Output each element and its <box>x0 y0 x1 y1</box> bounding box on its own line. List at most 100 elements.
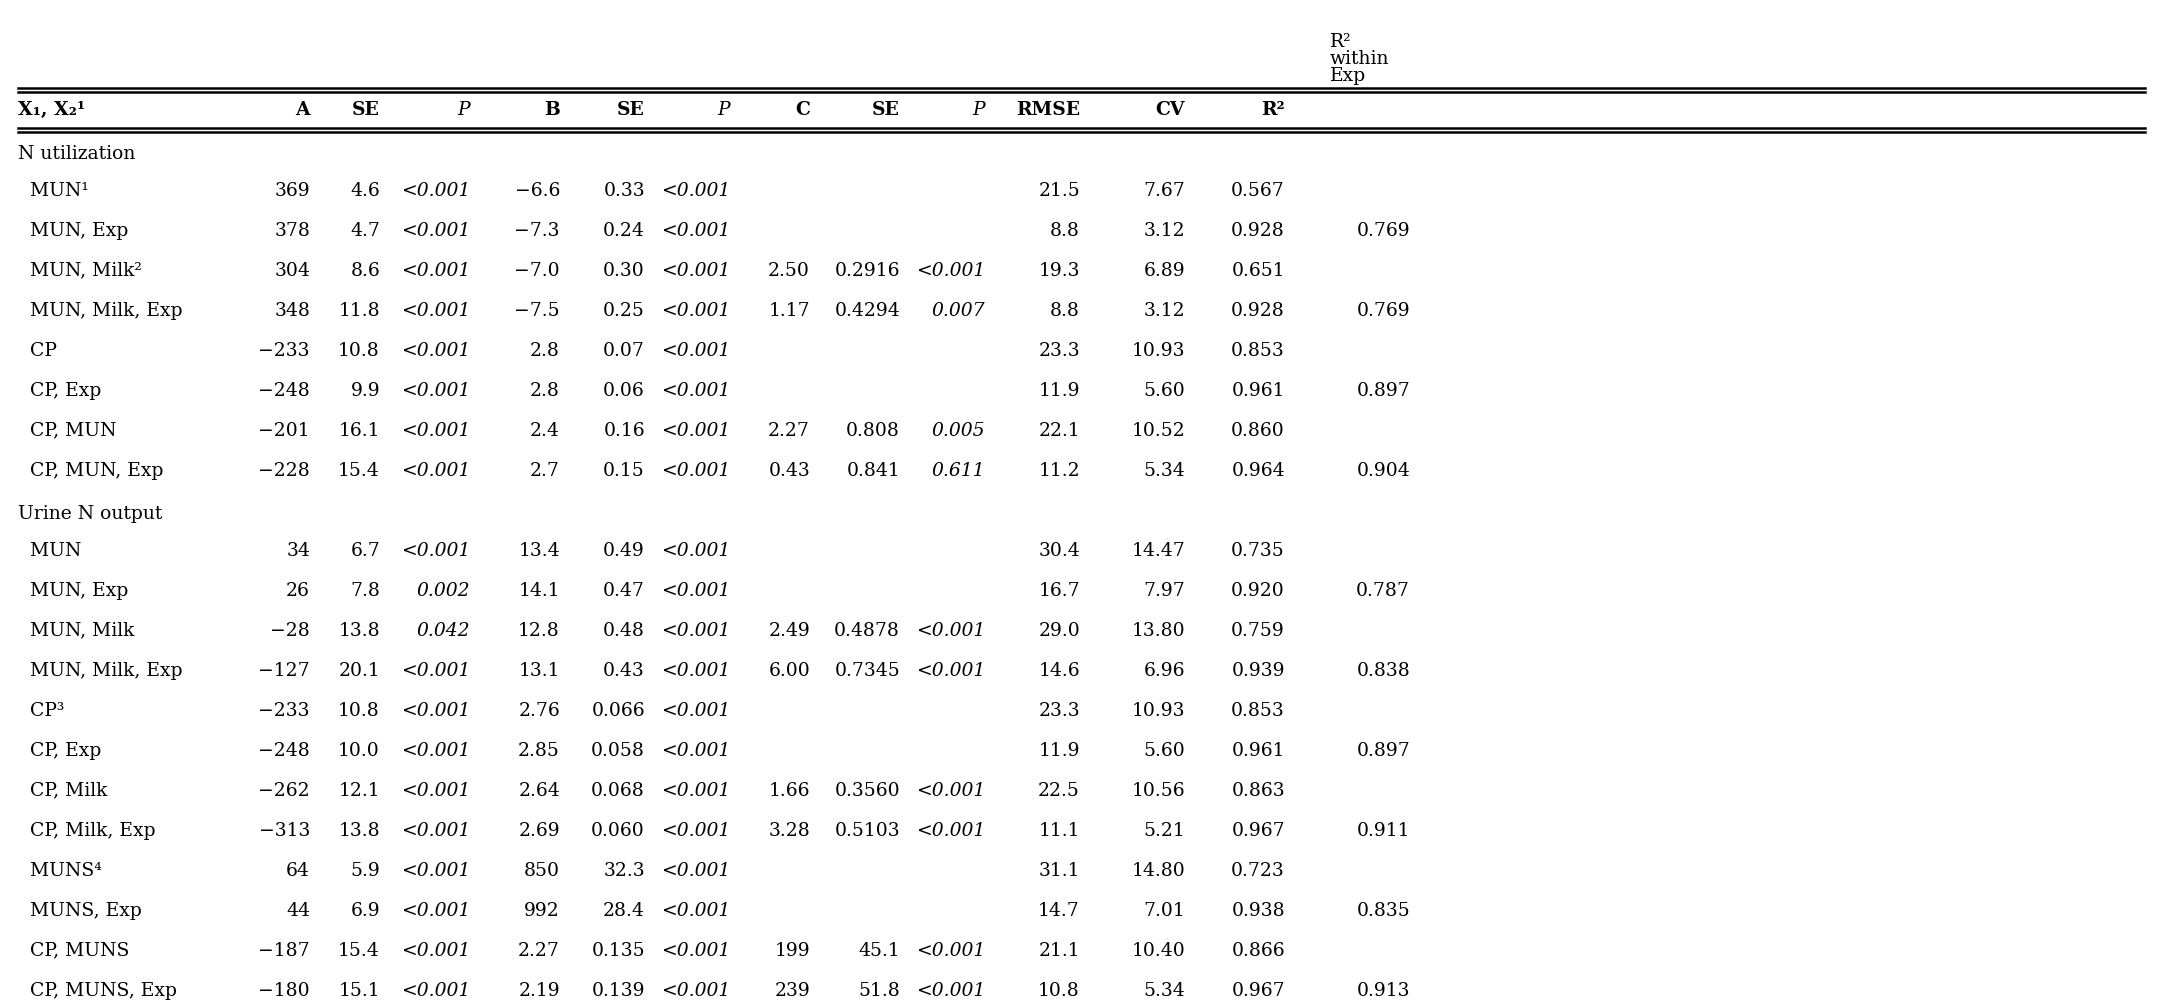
Text: −262: −262 <box>259 781 311 800</box>
Text: 0.787: 0.787 <box>1356 582 1410 600</box>
Text: 7.97: 7.97 <box>1144 582 1185 600</box>
Text: 34: 34 <box>287 542 311 560</box>
Text: P: P <box>972 101 985 119</box>
Text: 4.6: 4.6 <box>350 182 380 199</box>
Text: −228: −228 <box>259 462 311 479</box>
Text: <0.001: <0.001 <box>402 382 471 400</box>
Text: 0.43: 0.43 <box>769 462 810 479</box>
Text: MUN, Milk, Exp: MUN, Milk, Exp <box>17 302 184 320</box>
Text: <0.001: <0.001 <box>915 662 985 680</box>
Text: 0.567: 0.567 <box>1231 182 1285 199</box>
Text: 10.8: 10.8 <box>339 341 380 359</box>
Text: 44: 44 <box>285 902 311 919</box>
Text: <0.001: <0.001 <box>402 982 471 1000</box>
Text: C: C <box>795 101 810 119</box>
Text: −28: −28 <box>270 621 311 639</box>
Text: <0.001: <0.001 <box>661 621 730 639</box>
Text: 5.34: 5.34 <box>1144 462 1185 479</box>
Text: 15.1: 15.1 <box>339 982 380 1000</box>
Text: 0.611: 0.611 <box>931 462 985 479</box>
Text: CP, Milk: CP, Milk <box>17 781 108 800</box>
Text: CP³: CP³ <box>17 702 65 720</box>
Text: 0.735: 0.735 <box>1231 542 1285 560</box>
Text: 29.0: 29.0 <box>1038 621 1080 639</box>
Text: <0.001: <0.001 <box>661 462 730 479</box>
Text: <0.001: <0.001 <box>915 262 985 280</box>
Text: 2.76: 2.76 <box>518 702 559 720</box>
Text: 7.67: 7.67 <box>1144 182 1185 199</box>
Text: 14.47: 14.47 <box>1131 542 1185 560</box>
Text: 21.5: 21.5 <box>1038 182 1080 199</box>
Text: 0.2916: 0.2916 <box>836 262 900 280</box>
Text: 0.139: 0.139 <box>592 982 646 1000</box>
Text: 199: 199 <box>775 942 810 960</box>
Text: MUNS, Exp: MUNS, Exp <box>17 902 142 919</box>
Text: 45.1: 45.1 <box>859 942 900 960</box>
Text: 0.042: 0.042 <box>417 621 471 639</box>
Text: 8.6: 8.6 <box>350 262 380 280</box>
Text: 0.769: 0.769 <box>1356 302 1410 320</box>
Text: 31.1: 31.1 <box>1038 862 1080 880</box>
Text: 64: 64 <box>287 862 311 880</box>
Text: 4.7: 4.7 <box>350 222 380 240</box>
Text: CP, MUNS: CP, MUNS <box>17 942 130 960</box>
Text: 21.1: 21.1 <box>1038 942 1080 960</box>
Text: <0.001: <0.001 <box>661 662 730 680</box>
Text: 0.16: 0.16 <box>602 422 646 440</box>
Text: <0.001: <0.001 <box>915 822 985 840</box>
Text: <0.001: <0.001 <box>661 302 730 320</box>
Text: <0.001: <0.001 <box>661 262 730 280</box>
Text: <0.001: <0.001 <box>661 781 730 800</box>
Text: 5.9: 5.9 <box>350 862 380 880</box>
Text: <0.001: <0.001 <box>661 942 730 960</box>
Text: −6.6: −6.6 <box>514 182 559 199</box>
Text: P: P <box>458 101 471 119</box>
Text: 11.8: 11.8 <box>339 302 380 320</box>
Text: <0.001: <0.001 <box>915 982 985 1000</box>
Text: MUN: MUN <box>17 542 82 560</box>
Text: −201: −201 <box>259 422 311 440</box>
Text: 0.47: 0.47 <box>602 582 646 600</box>
Text: <0.001: <0.001 <box>402 462 471 479</box>
Text: 2.8: 2.8 <box>531 341 559 359</box>
Text: 0.07: 0.07 <box>602 341 646 359</box>
Text: MUN, Milk: MUN, Milk <box>17 621 134 639</box>
Text: 0.759: 0.759 <box>1231 621 1285 639</box>
Text: <0.001: <0.001 <box>402 702 471 720</box>
Text: 2.50: 2.50 <box>769 262 810 280</box>
Text: <0.001: <0.001 <box>661 222 730 240</box>
Text: 0.808: 0.808 <box>846 422 900 440</box>
Text: CP, MUNS, Exp: CP, MUNS, Exp <box>17 982 177 1000</box>
Text: 10.0: 10.0 <box>339 742 380 760</box>
Text: 14.80: 14.80 <box>1131 862 1185 880</box>
Text: CP, Exp: CP, Exp <box>17 742 101 760</box>
Text: 10.52: 10.52 <box>1131 422 1185 440</box>
Text: 0.3560: 0.3560 <box>833 781 900 800</box>
Text: <0.001: <0.001 <box>402 902 471 919</box>
Text: MUN, Milk²: MUN, Milk² <box>17 262 142 280</box>
Text: 15.4: 15.4 <box>339 462 380 479</box>
Text: <0.001: <0.001 <box>661 341 730 359</box>
Text: 0.007: 0.007 <box>931 302 985 320</box>
Text: 3.12: 3.12 <box>1144 302 1185 320</box>
Text: 7.01: 7.01 <box>1144 902 1185 919</box>
Text: 0.769: 0.769 <box>1356 222 1410 240</box>
Text: 0.967: 0.967 <box>1231 982 1285 1000</box>
Text: <0.001: <0.001 <box>402 742 471 760</box>
Text: 348: 348 <box>274 302 311 320</box>
Text: CP, MUN: CP, MUN <box>17 422 117 440</box>
Text: 8.8: 8.8 <box>1049 302 1080 320</box>
Text: CP, Exp: CP, Exp <box>17 382 101 400</box>
Text: 0.15: 0.15 <box>602 462 646 479</box>
Text: RMSE: RMSE <box>1017 101 1080 119</box>
Text: 2.4: 2.4 <box>531 422 559 440</box>
Text: 3.28: 3.28 <box>769 822 810 840</box>
Text: <0.001: <0.001 <box>402 662 471 680</box>
Text: <0.001: <0.001 <box>402 781 471 800</box>
Text: 20.1: 20.1 <box>339 662 380 680</box>
Text: <0.001: <0.001 <box>402 862 471 880</box>
Text: SE: SE <box>617 101 646 119</box>
Text: 14.6: 14.6 <box>1038 662 1080 680</box>
Text: 10.93: 10.93 <box>1131 702 1185 720</box>
Text: MUN, Exp: MUN, Exp <box>17 222 127 240</box>
